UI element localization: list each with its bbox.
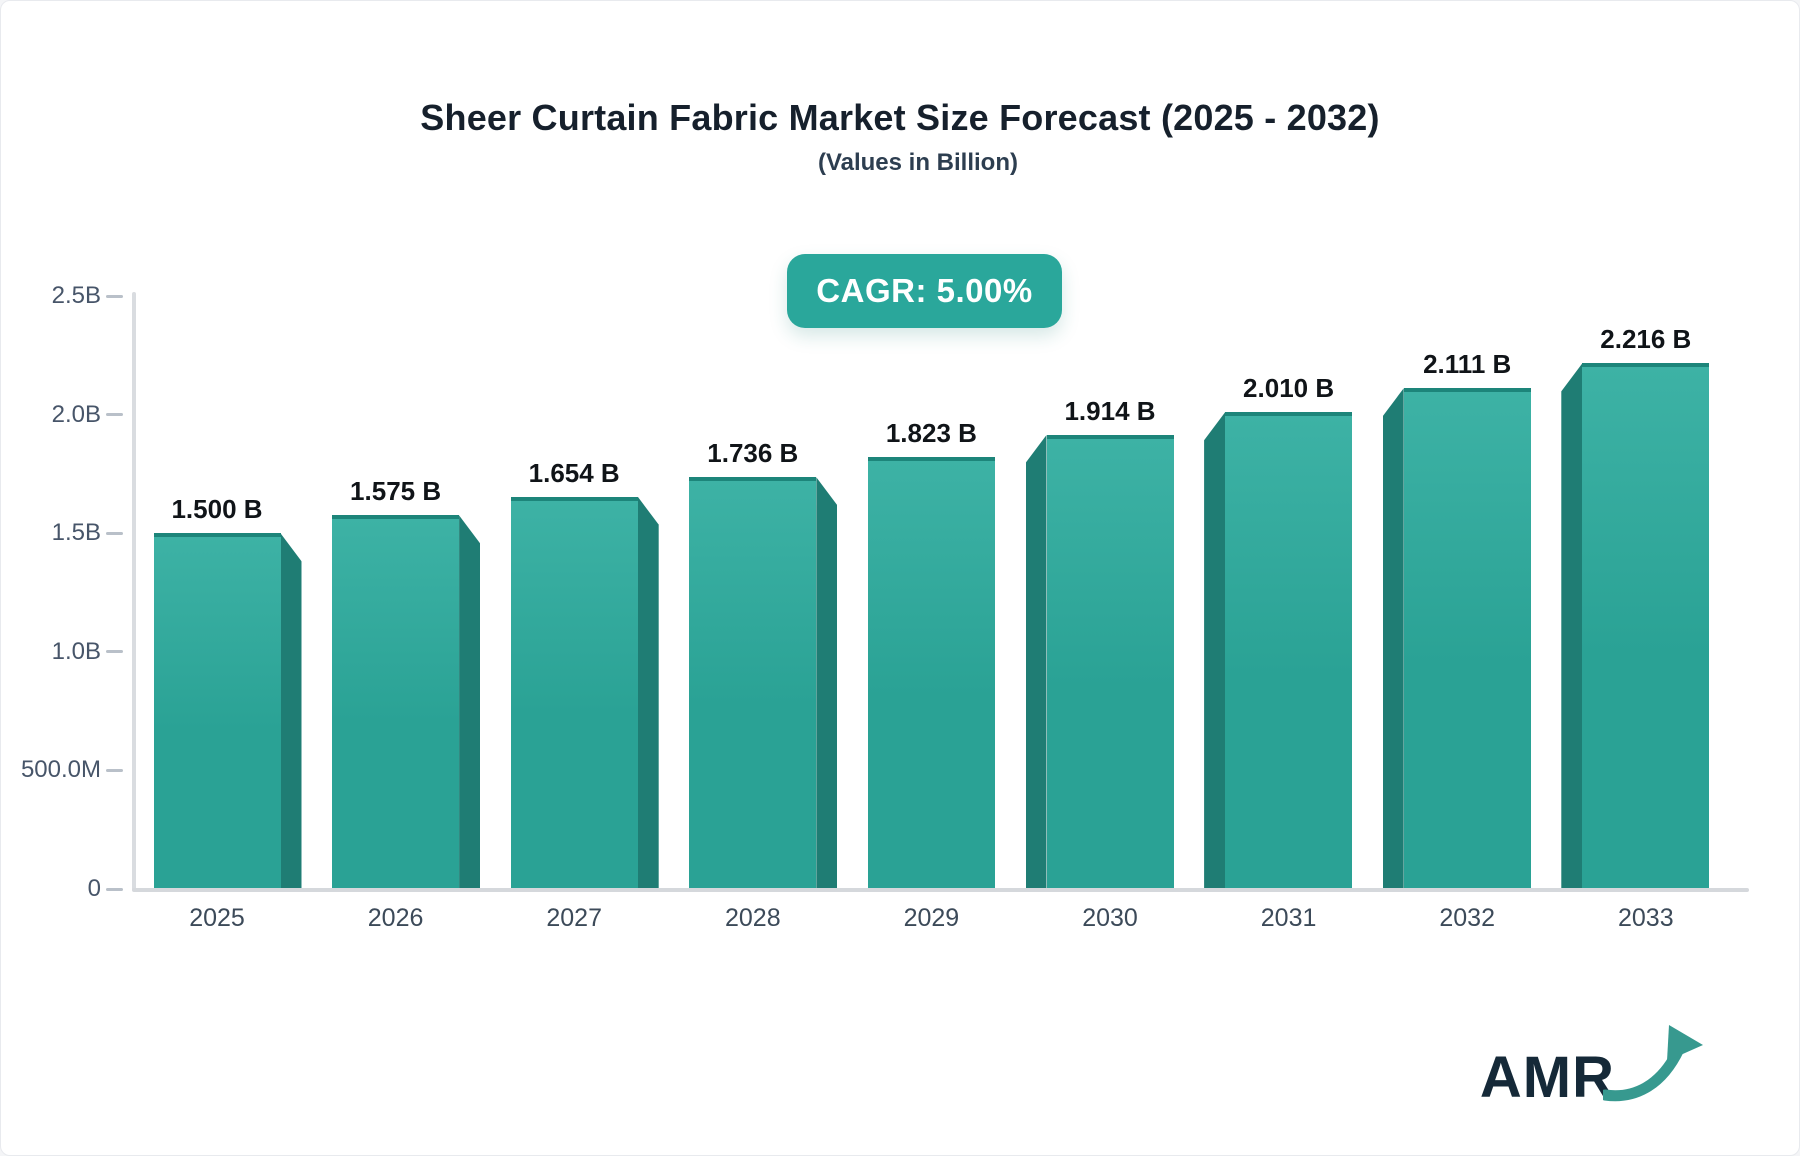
x-axis-label: 2027	[546, 904, 602, 932]
bar-value-label: 2.111 B	[1423, 349, 1512, 380]
x-axis-label: 2029	[903, 904, 960, 932]
bar	[1046, 434, 1174, 889]
x-axis-label: 2026	[367, 904, 424, 932]
page-title: Sheer Curtain Fabric Market Size Forecas…	[420, 97, 1380, 138]
bar-value-label: 1.575 B	[350, 476, 442, 507]
growth-arrow-icon	[1603, 1025, 1703, 1102]
y-axis-tick-mark	[106, 413, 123, 417]
page-subtitle: (Values in Billion)	[817, 149, 1018, 176]
x-axis-label: 2032	[1439, 904, 1495, 932]
y-axis-line	[132, 292, 136, 891]
bar	[510, 496, 638, 889]
bar-3d-side	[637, 496, 659, 889]
bar-3d-side	[280, 533, 302, 889]
y-axis-tick-label: 0	[87, 875, 101, 902]
bar-3d-side	[1382, 388, 1404, 889]
bar-value-label: 1.823 B	[885, 417, 977, 448]
y-axis-tick-mark	[106, 531, 123, 535]
y-axis-tick-mark	[106, 768, 123, 772]
y-axis-tick-mark	[106, 294, 123, 298]
x-axis-baseline	[132, 888, 1749, 892]
bar-value-label: 1.500 B	[171, 494, 263, 525]
y-axis-tick-label: 500.0M	[20, 756, 101, 784]
x-axis-label: 2031	[1260, 904, 1317, 932]
x-axis-label: 2028	[724, 904, 781, 932]
y-axis-tick-mark	[106, 650, 123, 654]
amr-logo: AMR	[1480, 1021, 1707, 1107]
x-axis-label: 2033	[1617, 904, 1674, 932]
bar-3d-side	[1025, 434, 1047, 889]
amr-logo-text: AMR	[1479, 1045, 1615, 1110]
bar-value-label: 2.216 B	[1600, 324, 1692, 355]
bar	[689, 477, 817, 889]
y-axis-tick-label: 2.5B	[51, 282, 101, 309]
bar-value-label: 2.010 B	[1243, 373, 1335, 404]
bar-3d-side	[1204, 412, 1226, 889]
bar	[332, 515, 460, 889]
bar-3d-side	[1561, 363, 1583, 889]
bar-value-label: 1.654 B	[528, 457, 620, 488]
bar	[1582, 363, 1710, 889]
bar	[153, 533, 281, 889]
bar	[867, 456, 995, 889]
bar	[1225, 412, 1353, 889]
bar-3d-side	[459, 515, 481, 889]
bar-value-label: 1.914 B	[1064, 395, 1156, 426]
bar-3d-side	[816, 477, 838, 889]
bar	[1403, 388, 1531, 889]
y-axis-tick-label: 1.5B	[51, 519, 101, 547]
x-axis-label: 2030	[1082, 904, 1138, 932]
x-axis-label: 2025	[189, 904, 245, 932]
bar-value-label: 1.736 B	[707, 438, 799, 469]
y-axis-tick-mark	[106, 887, 123, 891]
y-axis-tick-label: 2.0B	[51, 400, 101, 428]
y-axis-tick-label: 1.0B	[51, 637, 101, 665]
cagr-badge: CAGR: 5.00%	[787, 254, 1062, 328]
